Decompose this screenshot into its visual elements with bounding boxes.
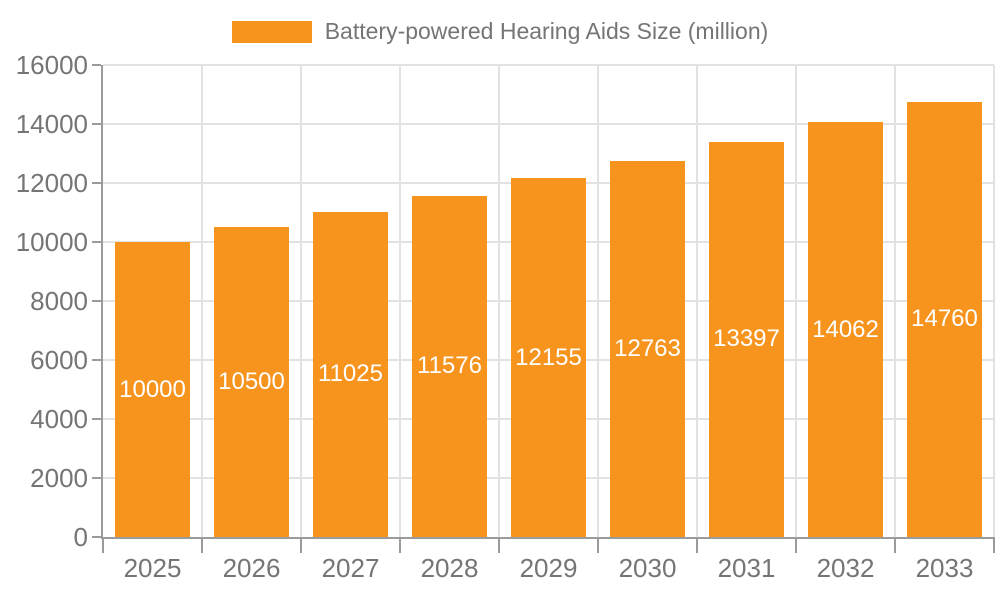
gridline-vertical bbox=[201, 65, 203, 537]
y-axis-tick bbox=[92, 241, 101, 243]
y-axis-label: 14000 bbox=[15, 109, 88, 139]
plot-area: 0 2000 4000 6000 8000 10000 12000 14000 16000 100… bbox=[16, 52, 995, 581]
y-axis-tick bbox=[92, 536, 101, 538]
bar-2027: 11025 bbox=[313, 211, 388, 537]
y-axis-label: 16000 bbox=[15, 50, 88, 80]
y-axis-label: 4000 bbox=[30, 404, 88, 434]
y-axis-tick bbox=[92, 64, 101, 66]
x-axis-label: 2032 bbox=[816, 553, 875, 583]
y-axis-tick bbox=[92, 123, 101, 125]
bar-2029: 12155 bbox=[511, 178, 586, 537]
bar-2033: 14760 bbox=[907, 101, 982, 537]
bar-2031: 13397 bbox=[709, 141, 784, 537]
legend-label: Battery-powered Hearing Aids Size (milli… bbox=[324, 18, 769, 44]
gridline-vertical bbox=[498, 65, 500, 537]
x-axis-label: 2026 bbox=[222, 553, 281, 583]
bar-value-label: 12763 bbox=[614, 334, 681, 362]
x-axis-label: 2028 bbox=[420, 553, 479, 583]
gridline-horizontal bbox=[103, 123, 994, 125]
y-axis-tick bbox=[92, 418, 101, 420]
y-axis-label: 10000 bbox=[15, 227, 88, 257]
y-axis-label: 2000 bbox=[30, 463, 88, 493]
bar-2030: 12763 bbox=[610, 160, 685, 537]
gridline-vertical bbox=[300, 65, 302, 537]
x-axis-tick bbox=[894, 537, 896, 553]
x-axis-tick bbox=[399, 537, 401, 553]
x-axis-tick bbox=[696, 537, 698, 553]
bar-value-label: 13397 bbox=[713, 325, 780, 353]
bar-2025: 10000 bbox=[115, 242, 190, 537]
bar-value-label: 11025 bbox=[318, 360, 383, 388]
bar-value-label: 10500 bbox=[218, 368, 285, 396]
gridline-vertical bbox=[399, 65, 401, 537]
x-axis-tick bbox=[795, 537, 797, 553]
x-axis-label: 2027 bbox=[321, 553, 380, 583]
bar-value-label: 12155 bbox=[515, 343, 582, 371]
gridline-vertical bbox=[894, 65, 896, 537]
bar-value-label: 14760 bbox=[911, 305, 978, 333]
y-axis-label: 0 bbox=[73, 522, 88, 552]
y-axis-tick bbox=[92, 477, 101, 479]
y-axis-label: 8000 bbox=[30, 286, 88, 316]
x-axis-label: 2030 bbox=[618, 553, 677, 583]
x-axis-tick bbox=[993, 537, 995, 553]
bar-value-label: 14062 bbox=[812, 315, 879, 343]
y-axis-label: 12000 bbox=[15, 168, 88, 198]
x-axis-tick bbox=[300, 537, 302, 553]
bar-2028: 11576 bbox=[412, 195, 487, 537]
gridline-vertical bbox=[993, 65, 995, 537]
y-axis-tick bbox=[92, 300, 101, 302]
bar-2032: 14062 bbox=[808, 122, 883, 537]
legend-swatch bbox=[231, 20, 312, 43]
bar-value-label: 11576 bbox=[417, 352, 482, 380]
y-axis-tick bbox=[92, 182, 101, 184]
bar-value-label: 10000 bbox=[119, 375, 186, 403]
x-axis-tick bbox=[597, 537, 599, 553]
gridline-vertical bbox=[597, 65, 599, 537]
x-axis-tick bbox=[498, 537, 500, 553]
x-axis-label: 2033 bbox=[915, 553, 974, 583]
bar-2026: 10500 bbox=[214, 227, 289, 537]
y-axis-tick bbox=[92, 359, 101, 361]
x-axis-label: 2029 bbox=[519, 553, 578, 583]
x-axis-label: 2031 bbox=[717, 553, 776, 583]
x-axis-tick bbox=[201, 537, 203, 553]
chart-legend: Battery-powered Hearing Aids Size (milli… bbox=[0, 18, 1000, 45]
y-axis-label: 6000 bbox=[30, 345, 88, 375]
x-axis-label: 2025 bbox=[123, 553, 182, 583]
gridline-horizontal bbox=[103, 64, 994, 66]
gridline-vertical bbox=[795, 65, 797, 537]
gridline-vertical bbox=[696, 65, 698, 537]
x-axis-tick bbox=[102, 537, 104, 553]
